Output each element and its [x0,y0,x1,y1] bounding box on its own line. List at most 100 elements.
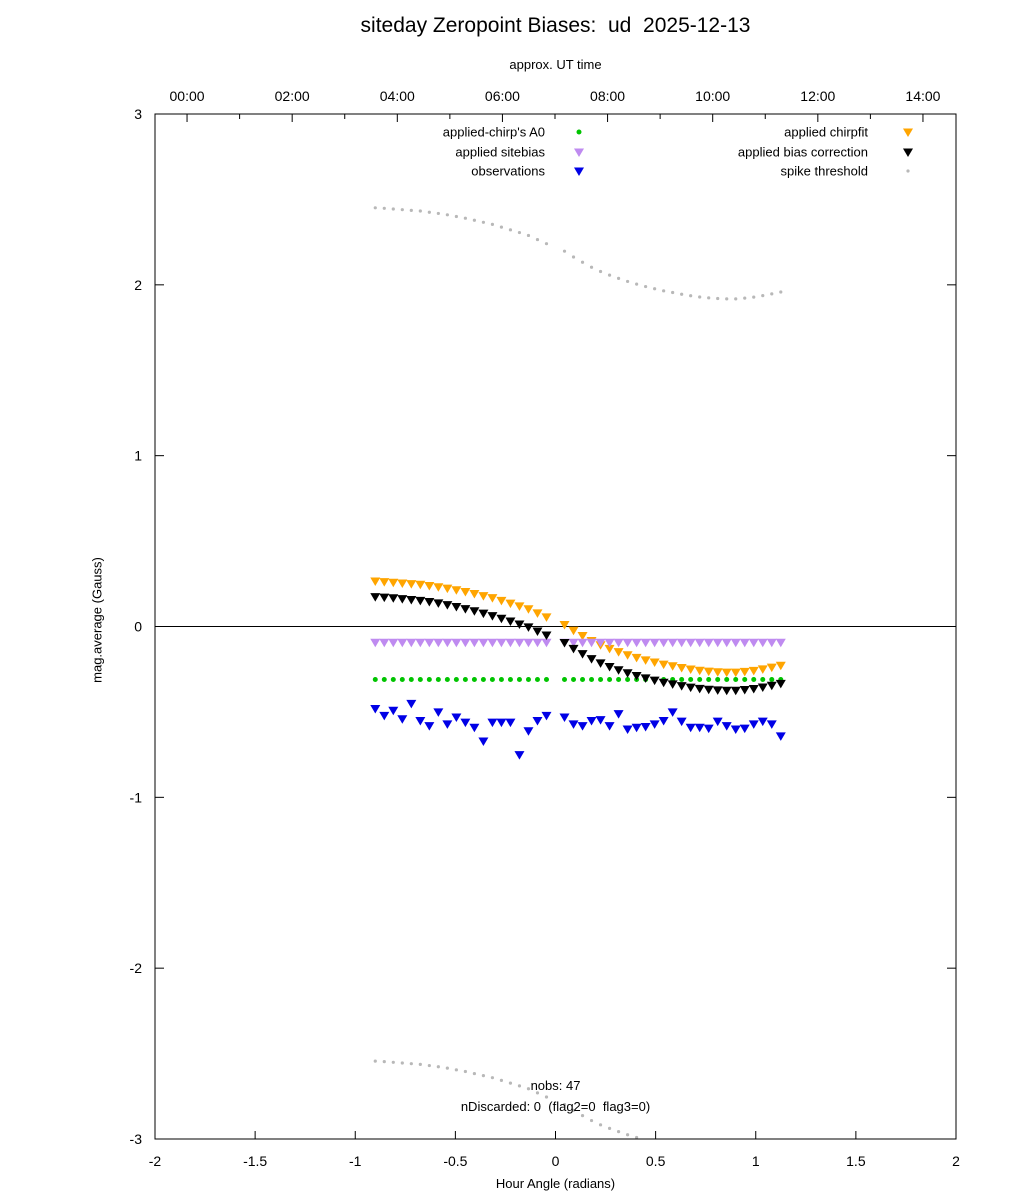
legend-marker [903,148,913,157]
legend-marker-group [574,167,584,176]
data-point [595,638,606,648]
data-point [580,676,586,682]
data-point [388,638,399,648]
data-point [505,638,516,648]
legend-marker-group [906,169,910,173]
x2-tick-label: 02:00 [275,88,310,104]
data-point [532,716,543,726]
data-point [370,593,381,602]
data-point [662,289,666,293]
data-point [406,699,417,709]
data-point [586,638,597,648]
data-point [444,676,450,682]
data-point [388,594,399,603]
data-point [568,638,579,648]
data-point [514,602,525,611]
data-point [760,676,766,682]
data-point [644,284,648,289]
data-point [454,214,458,219]
data-point [514,620,525,629]
data-point [454,1068,458,1072]
data-point [667,708,678,717]
data-point [496,718,507,728]
data-point [487,718,498,728]
data-point [436,211,440,216]
data-point [568,626,579,636]
data-point [775,661,786,671]
data-point [631,672,642,681]
data-point [562,249,567,253]
y-tick-label: 0 [134,619,142,635]
data-point [373,206,377,210]
data-point [757,683,768,692]
data-point [703,724,714,734]
data-point [379,578,390,587]
data-point [388,578,399,588]
chart-title: siteday Zeropoint Biases: ud 2025-12-13 [360,14,751,37]
legend-marker-group [903,148,913,157]
data-point [514,638,525,648]
data-point [730,686,741,696]
data-point [748,638,759,648]
data-point [640,722,651,732]
data-point [607,273,612,277]
data-point [379,711,390,721]
data-point [707,296,711,300]
data-point [463,1069,467,1074]
data-point [766,681,777,691]
data-point [469,638,480,648]
data-point [471,676,477,682]
data-point [397,595,408,604]
data-point [433,708,444,717]
data-point [370,638,381,648]
data-point [559,639,570,648]
data-point [526,233,531,238]
data-point [730,668,741,678]
data-point [604,662,615,672]
x-axis-title: Hour Angle (radians) [495,1176,616,1191]
data-point [667,680,678,689]
data-point [490,222,495,226]
data-point [757,665,768,674]
data-point [418,1062,422,1066]
data-point [397,579,408,588]
data-point [734,297,738,301]
data-point [721,722,732,731]
data-point [640,674,651,683]
data-point [514,751,525,760]
data-point [544,242,549,246]
data-point [400,1061,404,1065]
data-point [451,638,462,648]
data-point [625,1133,630,1137]
series-1 [370,638,786,648]
data-point [640,638,651,648]
data-point [703,638,714,648]
data-point [595,659,606,668]
data-point [433,599,444,608]
data-point [499,225,504,229]
data-point [372,676,378,682]
data-point [721,668,732,678]
data-point [451,713,462,723]
data-point [543,676,549,682]
y-tick-label: -1 [130,789,143,805]
legend-marker-group [576,129,582,135]
data-point [391,1060,395,1064]
data-point [505,617,516,627]
x-tick-label: -1.5 [243,1153,267,1169]
y-tick-label: 2 [134,277,142,293]
data-point [577,722,588,731]
data-point [505,599,516,609]
data-point [577,632,588,641]
data-point [694,723,705,733]
legend-marker-group [574,148,584,157]
data-point [472,1071,476,1076]
data-point [694,666,705,676]
data-point [721,686,732,696]
data-point [415,638,426,648]
data-point [370,705,381,714]
annotation-nobs: nobs: 47 [530,1078,581,1093]
x2-tick-label: 14:00 [905,88,940,104]
data-point [761,293,765,298]
